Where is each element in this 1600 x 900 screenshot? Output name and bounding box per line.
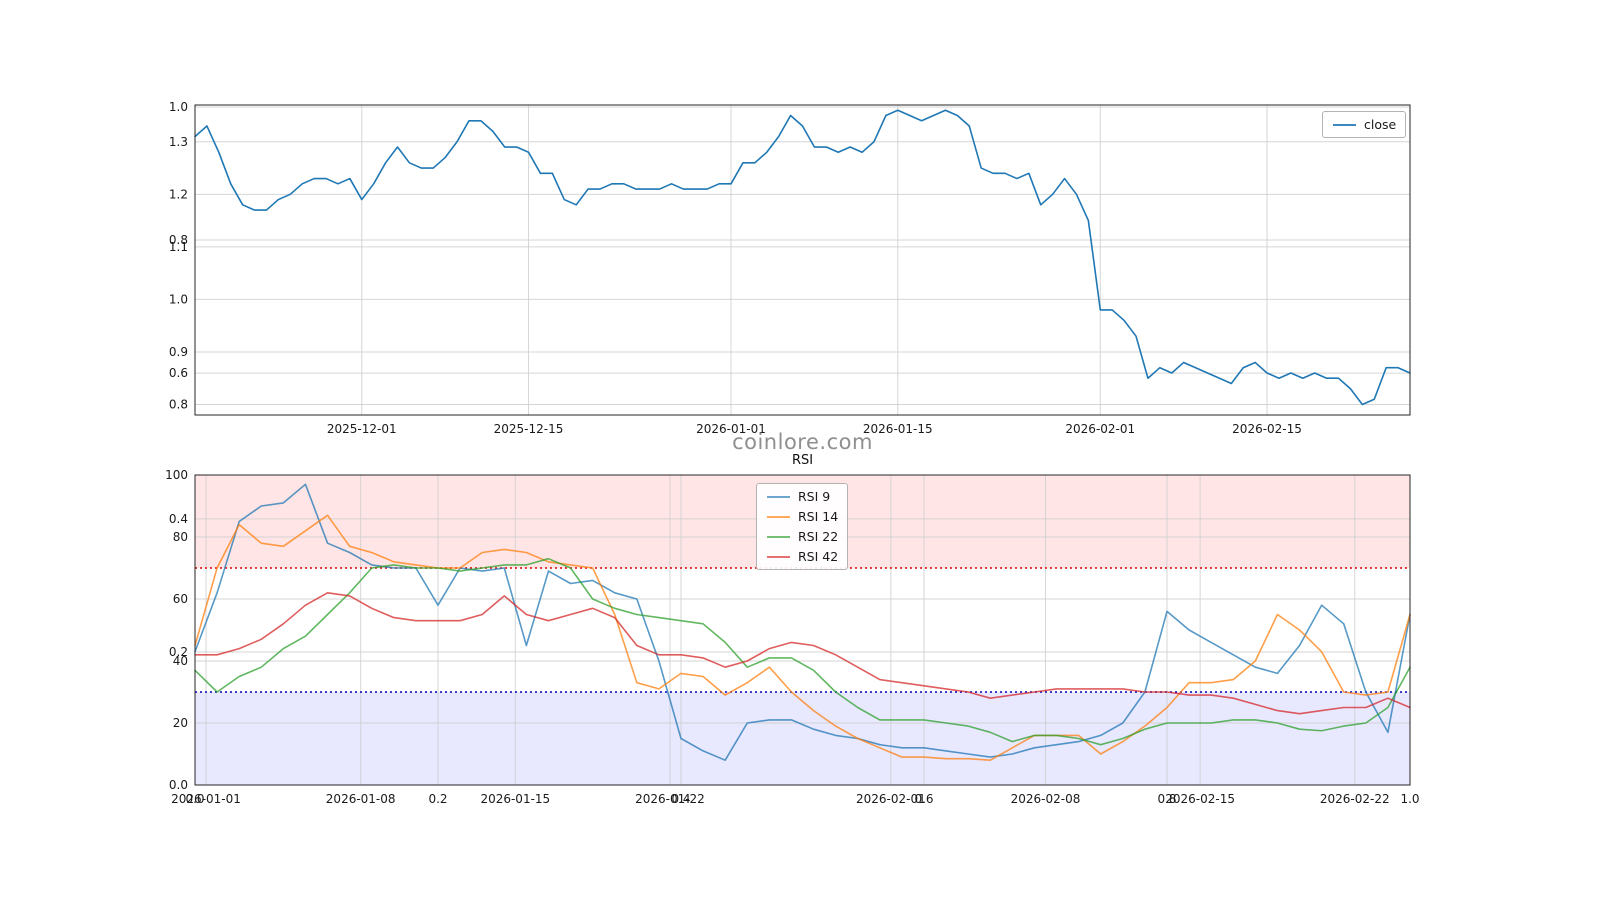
legend-label-close: close	[1364, 117, 1397, 132]
rsi22-line-swatch-icon	[767, 535, 790, 538]
tick-label: 2026-01-01	[696, 422, 766, 436]
tick-label: 0.4	[671, 792, 690, 806]
price-legend: close	[1322, 111, 1407, 138]
tick-label: 60	[173, 592, 188, 606]
rsi42-line-swatch-icon	[767, 555, 790, 558]
tick-label: 2026-01-15	[480, 792, 550, 806]
tick-label: 20	[173, 716, 188, 730]
tick-label: 0.8	[1157, 792, 1176, 806]
series-line	[194, 514, 1411, 762]
tick-label: 1.1	[169, 240, 188, 254]
tick-label: 0.0	[169, 778, 188, 792]
threshold-band	[195, 692, 1410, 785]
tick-label: 0.0	[185, 792, 204, 806]
tick-label: 2026-01-01	[171, 792, 241, 806]
legend-label-rsi42: RSI 42	[798, 549, 839, 564]
tick-label: 2026-02-15	[1165, 792, 1235, 806]
tick-label: 2025-12-01	[327, 422, 397, 436]
watermark: coinlore.com	[732, 430, 873, 454]
tick-label: 2026-01-15	[863, 422, 933, 436]
rsi-chart-title: RSI	[791, 453, 814, 468]
tick-label: 2026-01-22	[635, 792, 705, 806]
tick-label: 2026-02-22	[1320, 792, 1390, 806]
rsi-legend: RSI 9 RSI 14 RSI 22 RSI 42	[756, 483, 849, 570]
rsi14-line-swatch-icon	[767, 515, 790, 518]
legend-row-rsi42: RSI 42	[766, 548, 838, 565]
tick-label: 1.0	[1400, 792, 1419, 806]
plot-border	[194, 474, 1411, 786]
tick-label: 2026-02-01	[856, 792, 926, 806]
close-line-swatch-icon	[1333, 123, 1356, 126]
tick-label: 100	[165, 468, 188, 482]
tick-label: 0.9	[169, 345, 188, 359]
tick-label: 2026-02-01	[1065, 422, 1135, 436]
legend-row-rsi9: RSI 9	[766, 488, 838, 505]
tick-label: 2026-02-15	[1232, 422, 1302, 436]
tick-label: 0.2	[169, 645, 188, 659]
plot-border	[194, 104, 1411, 416]
tick-label: 0.6	[914, 792, 933, 806]
tick-label: 0.8	[169, 233, 188, 247]
tick-label: 0.4	[169, 512, 188, 526]
series-line	[194, 109, 1411, 406]
tick-label: 2026-02-08	[1011, 792, 1081, 806]
series-line	[194, 557, 1411, 746]
legend-label-rsi14: RSI 14	[798, 509, 839, 524]
legend-label-rsi9: RSI 9	[798, 489, 831, 504]
tick-label: 1.3	[169, 135, 188, 149]
legend-row-rsi22: RSI 22	[766, 528, 838, 545]
tick-label: 2025-12-15	[494, 422, 564, 436]
legend-row-rsi14: RSI 14	[766, 508, 838, 525]
tick-label: 0.8	[169, 397, 188, 411]
tick-label: 1.2	[169, 187, 188, 201]
legend-label-rsi22: RSI 22	[798, 529, 839, 544]
tick-label: 0.2	[428, 792, 447, 806]
series-line	[194, 591, 1411, 715]
tick-label: 0.6	[169, 366, 188, 380]
tick-label: 2026-01-08	[326, 792, 396, 806]
tick-label: 80	[173, 530, 188, 544]
series-line	[194, 483, 1411, 762]
tick-label: 40	[173, 654, 188, 668]
tick-label: 1.0	[169, 100, 188, 114]
rsi9-line-swatch-icon	[767, 495, 790, 498]
legend-row-close: close	[1332, 116, 1396, 133]
tick-label: 1.0	[169, 292, 188, 306]
